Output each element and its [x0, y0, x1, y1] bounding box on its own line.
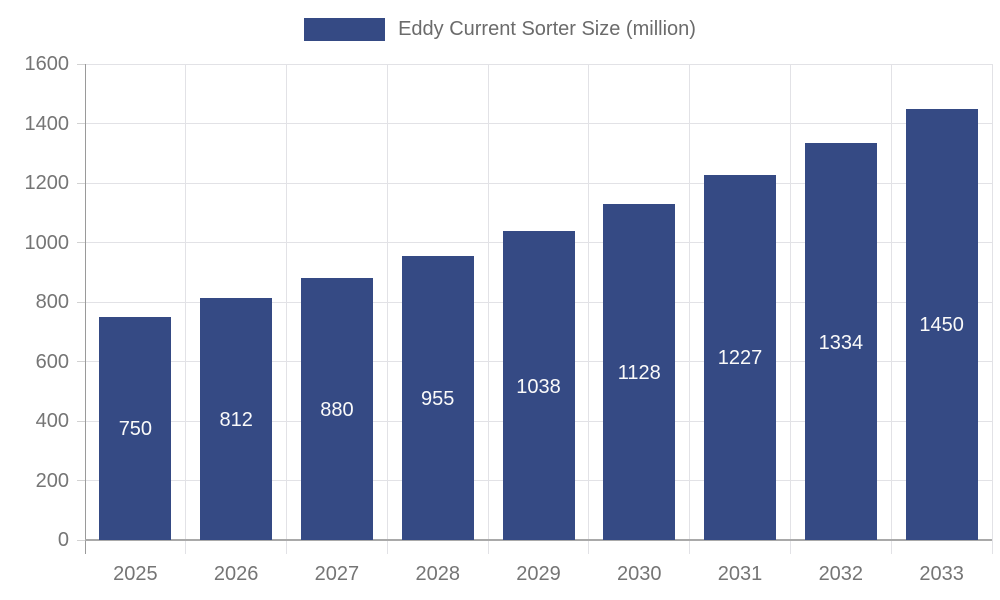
y-tick-mark — [77, 182, 85, 184]
x-tick-label: 2029 — [516, 563, 561, 585]
x-tick-label: 2028 — [415, 563, 460, 585]
bar-value-label: 1334 — [818, 331, 864, 354]
y-tick-label: 800 — [35, 291, 69, 313]
x-tick-label: 2033 — [919, 563, 964, 585]
legend-label: Eddy Current Sorter Size (million) — [398, 18, 696, 40]
y-gridline — [85, 123, 992, 124]
y-axis-line — [85, 64, 86, 554]
bar-2026 — [200, 298, 273, 540]
x-tick-label: 2030 — [617, 563, 662, 585]
x-gridline — [185, 64, 187, 554]
bar-2029 — [502, 231, 575, 540]
x-gridline — [588, 64, 590, 554]
y-gridline — [85, 63, 992, 65]
bar-2028 — [401, 255, 474, 540]
y-tick-label: 400 — [35, 410, 69, 432]
bar-value-label: 1038 — [516, 375, 561, 398]
bar-value-label: 955 — [421, 387, 455, 410]
y-tick-mark — [77, 301, 85, 303]
bar-2032 — [804, 143, 877, 540]
x-gridline — [286, 64, 288, 554]
bar-value-label: 1128 — [617, 362, 661, 385]
y-tick-label: 1600 — [24, 53, 70, 75]
legend-swatch — [304, 18, 386, 41]
y-tick-label: 1200 — [24, 172, 70, 194]
bar-2031 — [704, 174, 777, 540]
bar-value-label: 880 — [320, 399, 354, 422]
x-gridline — [386, 64, 388, 554]
x-tick-label: 2032 — [818, 563, 864, 585]
bar-2025 — [99, 316, 172, 540]
y-tick-label: 600 — [35, 350, 69, 373]
x-tick-label: 2025 — [113, 563, 158, 585]
x-gridline — [991, 64, 993, 554]
bar-value-label: 750 — [118, 418, 153, 441]
x-gridline — [689, 64, 691, 554]
y-tick-label: 0 — [57, 529, 69, 551]
x-tick-label: 2026 — [213, 563, 259, 585]
y-tick-mark — [77, 242, 85, 243]
bar-value-label: 1227 — [717, 347, 763, 370]
bar-value-label: 812 — [219, 409, 253, 432]
y-tick-mark — [77, 123, 85, 124]
y-tick-mark — [77, 539, 85, 541]
x-gridline — [890, 64, 892, 554]
x-tick-label: 2027 — [314, 563, 360, 585]
x-gridline — [789, 64, 791, 554]
x-tick-label: 2031 — [717, 563, 763, 585]
y-gridline — [85, 182, 992, 184]
y-tick-mark — [77, 480, 85, 481]
bar-2033 — [905, 108, 978, 540]
y-tick-label: 1400 — [24, 112, 70, 135]
bar-2027 — [300, 278, 373, 540]
x-gridline — [487, 64, 489, 554]
y-tick-label: 200 — [35, 469, 69, 492]
bar-2030 — [603, 204, 676, 540]
y-tick-mark — [77, 361, 85, 362]
y-tick-label: 1000 — [24, 231, 70, 254]
x-axis-line — [85, 539, 992, 541]
y-tick-mark — [77, 63, 85, 65]
plot-area: 0 200 400 600 800 1000 1200 1400 1600 750 2025 812 2… — [25, 54, 993, 584]
y-tick-mark — [77, 420, 85, 422]
bar-value-label: 1450 — [919, 314, 964, 337]
legend: Eddy Current Sorter Size (million) — [0, 18, 1000, 41]
